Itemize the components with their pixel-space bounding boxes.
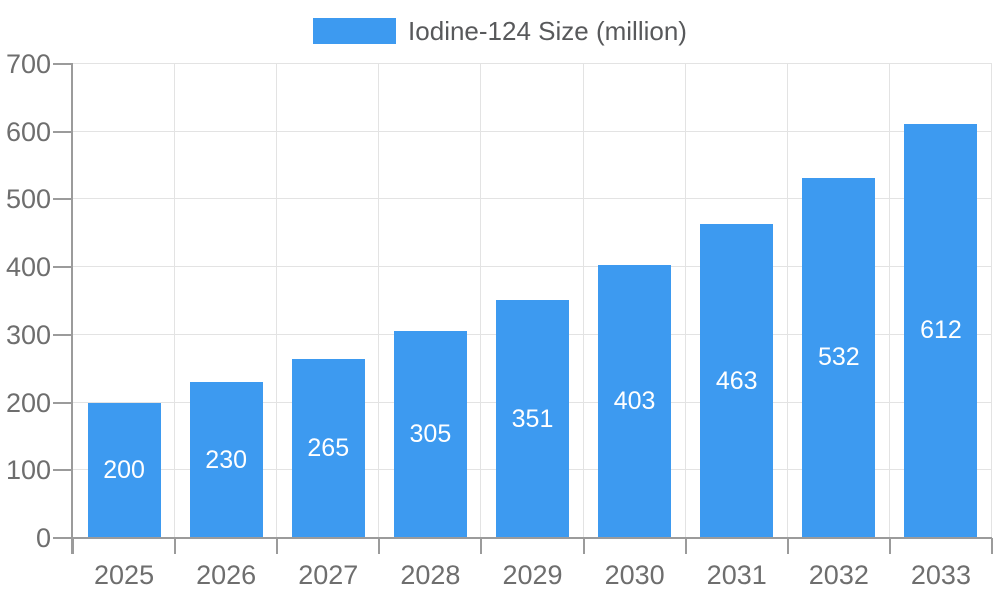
y-axis-tick: [53, 63, 73, 65]
y-axis-tick-label: 300: [5, 319, 51, 350]
x-axis-tick-label: 2031: [706, 560, 767, 590]
x-axis-tick-label: 2028: [400, 560, 461, 590]
y-axis-tick-label: 500: [5, 184, 51, 215]
gridline-horizontal: [73, 266, 992, 268]
gridline-vertical: [684, 64, 686, 538]
y-axis-tick: [53, 266, 73, 269]
x-axis-tick: [378, 538, 381, 554]
bar[interactable]: 200: [87, 402, 161, 538]
bar-value-label: 612: [920, 316, 962, 345]
y-axis-tick: [53, 469, 73, 472]
gridline-vertical: [582, 64, 584, 538]
y-axis-tick-label: 100: [5, 455, 51, 486]
y-axis-tick: [53, 198, 73, 201]
bar-value-label: 230: [205, 445, 248, 474]
x-axis-tick-label: 2026: [196, 560, 257, 590]
x-axis-tick-label: 2029: [502, 560, 563, 590]
gridline-vertical: [480, 64, 482, 538]
x-axis-tick: [684, 538, 687, 554]
gridline-horizontal: [73, 198, 992, 200]
y-axis-tick-label: 400: [5, 252, 51, 283]
y-axis-tick-label: 700: [5, 49, 51, 79]
gridline-vertical: [991, 64, 992, 538]
gridline-vertical: [174, 64, 176, 538]
x-axis-tick: [991, 538, 993, 554]
bar[interactable]: 532: [802, 177, 876, 538]
x-axis-tick: [582, 538, 585, 554]
y-axis-tick-label: 0: [35, 523, 51, 553]
bar[interactable]: 351: [496, 300, 569, 538]
bar-value-label: 532: [817, 343, 860, 372]
y-axis-tick: [53, 537, 73, 539]
y-axis-tick: [53, 401, 73, 404]
x-axis-tick: [480, 538, 483, 554]
gridline-vertical: [786, 64, 788, 538]
gridline-vertical: [276, 64, 278, 538]
bar-value-label: 463: [715, 366, 758, 395]
y-axis-tick-label: 600: [5, 116, 51, 147]
gridline-horizontal: [73, 63, 992, 64]
x-axis-tick-label: 2030: [604, 560, 665, 590]
bar[interactable]: 305: [393, 331, 467, 538]
bar[interactable]: 230: [189, 382, 263, 538]
gridline-vertical: [888, 64, 890, 538]
x-axis-tick-label: 2033: [910, 560, 971, 590]
x-axis-tick-label: 2025: [94, 560, 155, 590]
legend[interactable]: Iodine-124 Size (million): [0, 17, 1000, 45]
x-axis-tick: [174, 538, 177, 554]
x-axis-tick: [276, 538, 279, 554]
y-axis-tick: [53, 333, 73, 336]
y-axis-tick: [53, 130, 73, 133]
x-axis-tick: [72, 538, 74, 554]
plot-area: 0 100 200 300 400 500 600 700 2025 2026 2027 2028 20…: [6, 50, 993, 590]
x-axis-tick-label: 2032: [808, 560, 869, 590]
bar-value-label: 403: [613, 387, 656, 416]
legend-label: Iodine-124 Size (million): [408, 16, 687, 46]
x-axis-line: [73, 537, 992, 539]
bar-value-label: 305: [409, 420, 452, 449]
bar[interactable]: 403: [598, 265, 672, 538]
gridline-vertical: [378, 64, 380, 538]
bar-value-label: 265: [307, 433, 350, 462]
bar-value-label: 200: [103, 455, 145, 484]
y-axis-line: [71, 64, 73, 554]
x-axis-tick: [888, 538, 891, 554]
bar[interactable]: 265: [291, 358, 365, 538]
bar[interactable]: 463: [700, 224, 774, 538]
x-axis-tick-label: 2027: [298, 560, 359, 590]
gridline-horizontal: [73, 130, 992, 132]
legend-swatch: [313, 18, 397, 44]
y-axis-tick-label: 200: [5, 387, 51, 418]
bar[interactable]: 612: [904, 123, 978, 538]
x-axis-tick: [786, 538, 789, 554]
bar-value-label: 351: [511, 404, 554, 433]
